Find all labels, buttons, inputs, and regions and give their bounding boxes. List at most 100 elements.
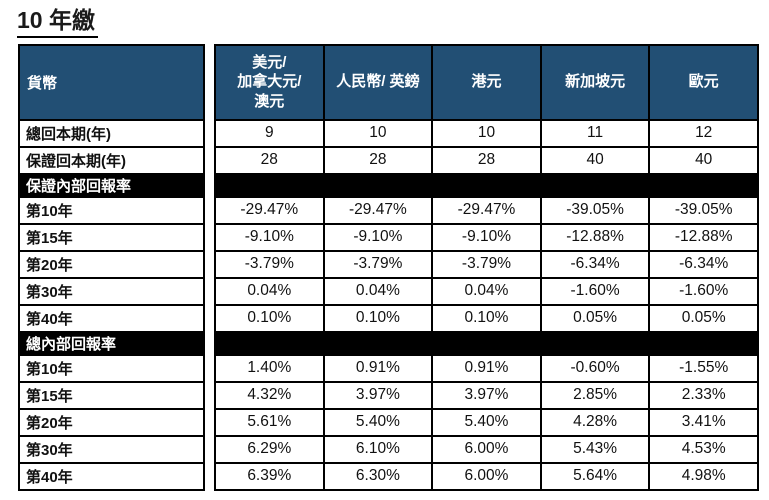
table-row: 第10年 [18, 195, 205, 225]
currency-column-header: 歐元 [648, 43, 759, 121]
data-table: 美元/ 加拿大元/ 澳元 人民幣/ 英鎊 港元 新加坡元 歐元 9 10 10 11 12 28 2… [214, 43, 759, 491]
currency-column-header: 美元/ 加拿大元/ 澳元 [214, 43, 325, 121]
value-cell: 3.41% [648, 407, 759, 437]
section-header-label: 保證內部回報率 [18, 172, 205, 198]
value-cell: -6.34% [539, 249, 651, 279]
value-cell: 5.40% [322, 407, 434, 437]
row-label: 第10年 [18, 195, 205, 225]
rate-tables: 貨幣 總回本期(年) 保證回本期(年) 保證內部回報率 第10年 第15年 第20年 第30… [18, 43, 769, 491]
currency-header-cell: 貨幣 [18, 43, 205, 121]
page-title: 10 年繳 [17, 7, 98, 38]
value-cell: 0.05% [648, 303, 759, 333]
table-row: 9 10 10 11 12 [214, 118, 759, 148]
value-cell: 28 [214, 145, 325, 175]
value-cell: 2.85% [539, 380, 651, 410]
value-cell: -39.05% [539, 195, 651, 225]
row-label: 第30年 [18, 434, 205, 464]
section-header-label: 總內部回報率 [18, 330, 205, 356]
row-label: 第40年 [18, 303, 205, 333]
value-cell: -12.88% [648, 222, 759, 252]
table-row: 第15年 [18, 222, 205, 252]
value-cell: 28 [431, 145, 542, 175]
value-cell: 0.04% [431, 276, 542, 306]
section-header-row: 保證內部回報率 [18, 172, 205, 198]
value-cell: 4.98% [648, 461, 759, 491]
label-column-table: 貨幣 總回本期(年) 保證回本期(年) 保證內部回報率 第10年 第15年 第20年 第30… [18, 43, 205, 491]
table-row: 28 28 28 40 40 [214, 145, 759, 175]
table-row: 5.61% 5.40% 5.40% 4.28% 3.41% [214, 407, 759, 437]
table-row: 第15年 [18, 380, 205, 410]
table-row: -29.47% -29.47% -29.47% -39.05% -39.05% [214, 195, 759, 225]
value-cell: 12 [648, 118, 759, 148]
section-header-row: 總內部回報率 [18, 330, 205, 356]
row-label: 第20年 [18, 249, 205, 279]
currency-column-header: 人民幣/ 英鎊 [322, 43, 434, 121]
row-label: 第10年 [18, 353, 205, 383]
table-header-row: 美元/ 加拿大元/ 澳元 人民幣/ 英鎊 港元 新加坡元 歐元 [214, 43, 759, 121]
value-cell: 4.32% [214, 380, 325, 410]
value-cell: 9 [214, 118, 325, 148]
value-cell: -1.55% [648, 353, 759, 383]
value-cell: 6.39% [214, 461, 325, 491]
value-cell: -9.10% [431, 222, 542, 252]
value-cell: 5.43% [539, 434, 651, 464]
table-row: 4.32% 3.97% 3.97% 2.85% 2.33% [214, 380, 759, 410]
value-cell: 3.97% [431, 380, 542, 410]
section-header-row [214, 330, 759, 356]
value-cell: 6.30% [322, 461, 434, 491]
value-cell: 40 [648, 145, 759, 175]
currency-column-header: 港元 [431, 43, 542, 121]
value-cell: -9.10% [322, 222, 434, 252]
value-cell: -3.79% [214, 249, 325, 279]
value-cell: 40 [539, 145, 651, 175]
value-cell: 4.53% [648, 434, 759, 464]
value-cell: -0.60% [539, 353, 651, 383]
value-cell: 1.40% [214, 353, 325, 383]
table-row: 1.40% 0.91% 0.91% -0.60% -1.55% [214, 353, 759, 383]
value-cell: 0.10% [214, 303, 325, 333]
value-cell: -1.60% [648, 276, 759, 306]
value-cell: 4.28% [539, 407, 651, 437]
value-cell: 10 [322, 118, 434, 148]
value-cell: 0.05% [539, 303, 651, 333]
value-cell: 0.10% [322, 303, 434, 333]
section-header-filler [214, 172, 759, 198]
value-cell: 6.00% [431, 434, 542, 464]
value-cell: -3.79% [431, 249, 542, 279]
value-cell: -12.88% [539, 222, 651, 252]
table-row: 保證回本期(年) [18, 145, 205, 175]
value-cell: 2.33% [648, 380, 759, 410]
table-row: 第20年 [18, 407, 205, 437]
row-label: 第20年 [18, 407, 205, 437]
value-cell: 0.10% [431, 303, 542, 333]
section-header-row [214, 172, 759, 198]
table-row: 第10年 [18, 353, 205, 383]
table-row: 6.39% 6.30% 6.00% 5.64% 4.98% [214, 461, 759, 491]
row-label: 總回本期(年) [18, 118, 205, 148]
table-header-row: 貨幣 [18, 43, 205, 121]
table-row: -9.10% -9.10% -9.10% -12.88% -12.88% [214, 222, 759, 252]
value-cell: 0.04% [322, 276, 434, 306]
value-cell: 5.61% [214, 407, 325, 437]
value-cell: 0.04% [214, 276, 325, 306]
table-row: 第30年 [18, 276, 205, 306]
value-cell: 11 [539, 118, 651, 148]
value-cell: 10 [431, 118, 542, 148]
value-cell: -6.34% [648, 249, 759, 279]
row-label: 保證回本期(年) [18, 145, 205, 175]
value-cell: -29.47% [431, 195, 542, 225]
value-cell: 6.10% [322, 434, 434, 464]
value-cell: -3.79% [322, 249, 434, 279]
table-row: 6.29% 6.10% 6.00% 5.43% 4.53% [214, 434, 759, 464]
table-row: 第20年 [18, 249, 205, 279]
section-header-filler [214, 330, 759, 356]
table-row: 第40年 [18, 303, 205, 333]
value-cell: -1.60% [539, 276, 651, 306]
value-cell: 0.91% [322, 353, 434, 383]
value-cell: 3.97% [322, 380, 434, 410]
table-row: 第30年 [18, 434, 205, 464]
value-cell: 0.91% [431, 353, 542, 383]
table-row: 總回本期(年) [18, 118, 205, 148]
value-cell: 28 [322, 145, 434, 175]
